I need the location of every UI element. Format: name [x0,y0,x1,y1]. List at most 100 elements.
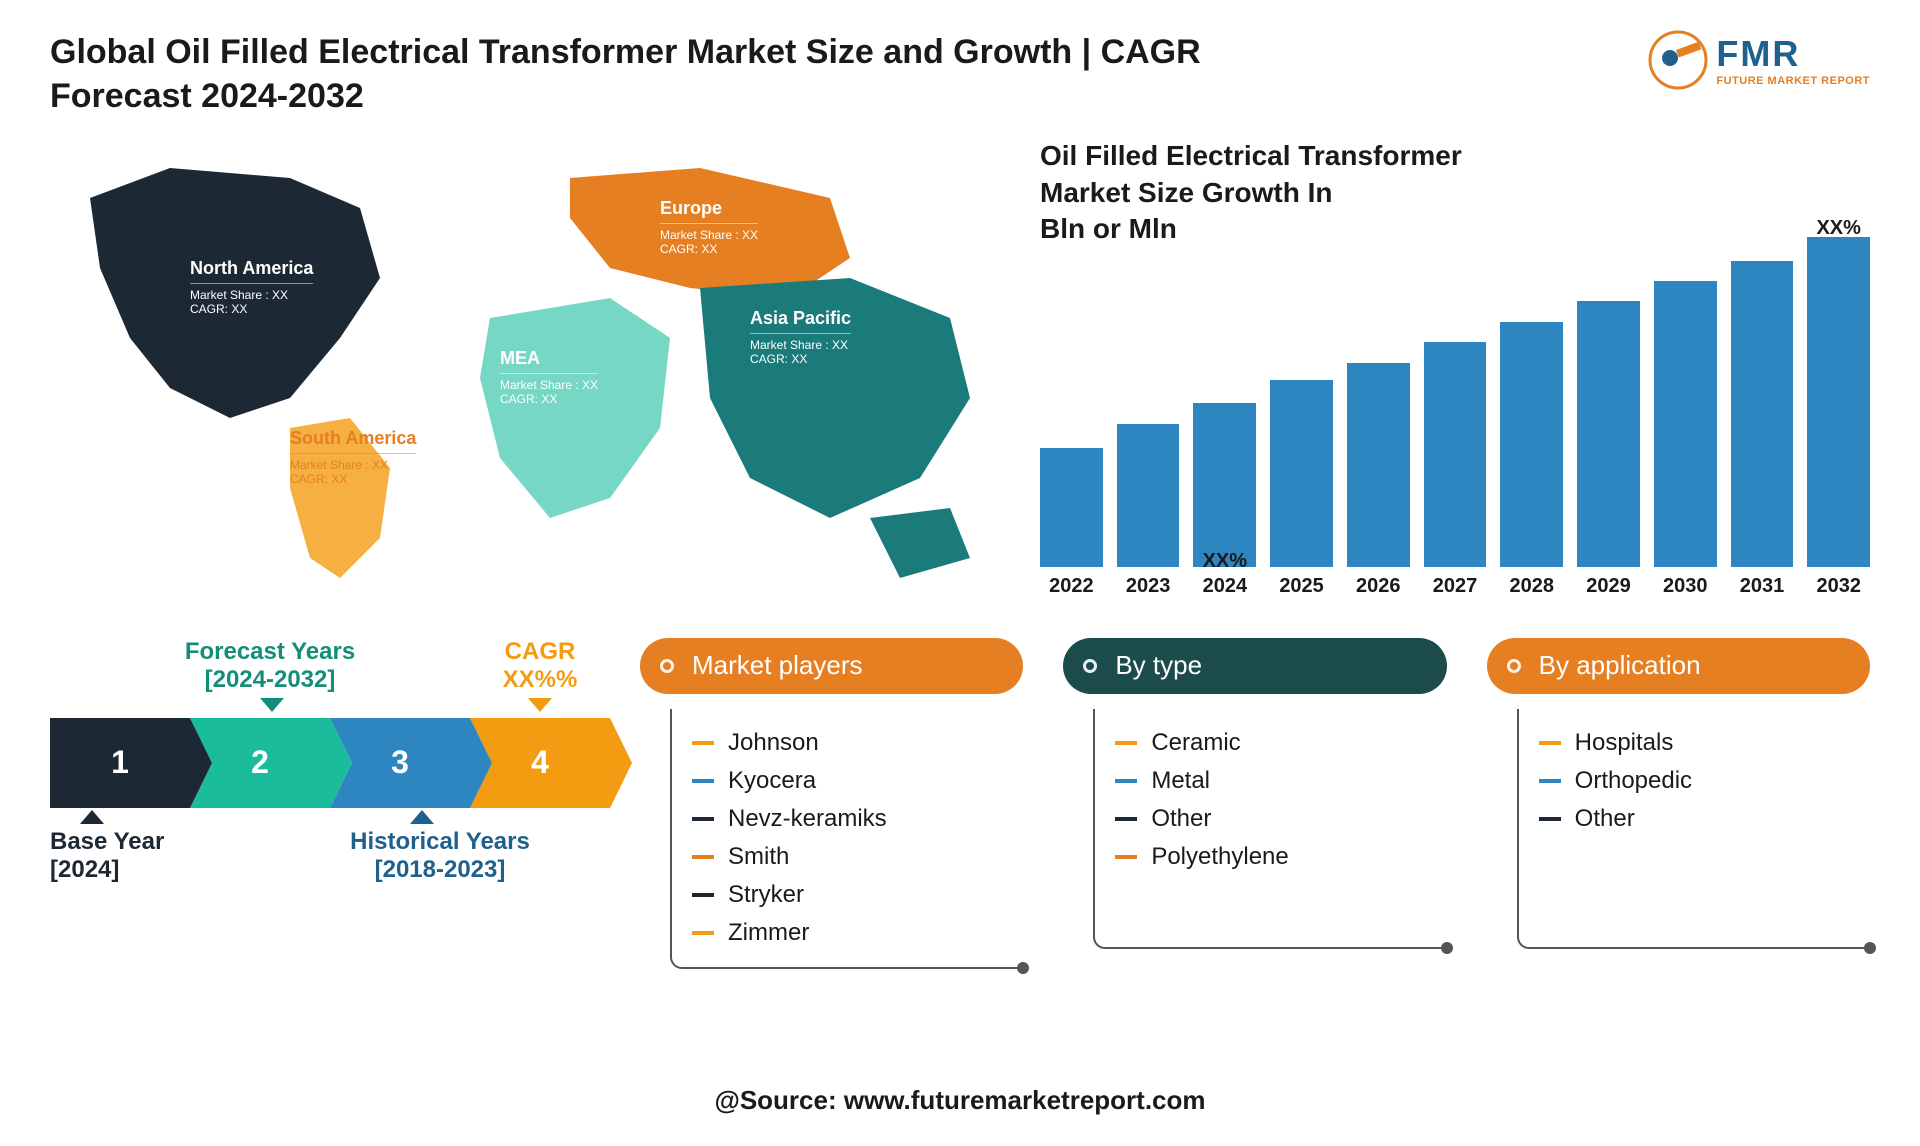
list-item-text: Metal [1151,767,1210,795]
logo-main: FMR [1716,33,1870,75]
bar-year-label: 2024 [1203,575,1248,598]
list-item: Other [1115,805,1436,833]
bar-year-label: 2027 [1433,575,1478,598]
bar [1193,403,1256,566]
info-columns: Market players Johnson Kyocera Nevz-keramik… [640,638,1870,969]
list-item: Metal [1115,767,1436,795]
timeline: Forecast Years [2024-2032] CAGR XX%% 123… [50,638,610,969]
region-europe: Europe Market Share : XXCAGR: XX [660,198,758,256]
column-pill-header: Market players [640,638,1023,694]
source-attribution: @Source: www.futuremarketreport.com [0,1085,1920,1116]
list-item: Stryker [692,881,1013,909]
bar [1347,363,1410,567]
pill-dot-icon [1507,659,1521,673]
bar-col: XX%2024 [1193,403,1256,597]
list-item-text: Other [1151,805,1211,833]
bar-col: 2028 [1500,322,1563,598]
pill-dot-icon [1083,659,1097,673]
bar-col: 2031 [1731,261,1794,598]
list-item: Other [1539,805,1860,833]
info-column: By application Hospitals Orthopedic Other [1487,638,1870,969]
tick-icon [692,741,714,745]
chart-title: Oil Filled Electrical Transformer Market… [1040,138,1870,247]
base-year-label: Base Year [2024] [50,828,210,884]
bar-annotation: XX% [1203,550,1247,573]
list-item-text: Orthopedic [1575,767,1692,795]
region-asia-pacific: Asia Pacific Market Share : XXCAGR: XX [750,308,851,366]
list-item-text: Zimmer [728,919,809,947]
forecast-label: Forecast Years [2024-2032] [180,638,360,694]
list-item-text: Smith [728,843,789,871]
list-item-text: Nevz-keramiks [728,805,887,833]
tick-icon [1539,817,1561,821]
info-column: By type Ceramic Metal Other Polyethylene [1063,638,1446,969]
tick-icon [1539,779,1561,783]
historical-label: Historical Years [2018-2023] [320,828,560,884]
list-box: Johnson Kyocera Nevz-keramiks Smith Stryker Z… [670,709,1023,969]
pill-title: By type [1115,650,1202,681]
bar-chart: Oil Filled Electrical Transformer Market… [1040,138,1870,597]
column-pill-header: By application [1487,638,1870,694]
bar [1807,237,1870,567]
region-mea: MEA Market Share : XXCAGR: XX [500,348,598,406]
world-map: North America Market Share : XXCAGR: XX … [50,138,1010,588]
region-south-america: South America Market Share : XXCAGR: XX [290,428,416,486]
tick-icon [692,817,714,821]
bar-year-label: 2026 [1356,575,1401,598]
list-item-text: Johnson [728,729,819,757]
bar-col: XX%2032 [1807,237,1870,598]
list-item: Kyocera [692,767,1013,795]
list-item-text: Ceramic [1151,729,1240,757]
list-item-text: Polyethylene [1151,843,1288,871]
list-item-text: Kyocera [728,767,816,795]
bar-year-label: 2031 [1740,575,1785,598]
telescope-icon [1648,30,1708,90]
tick-icon [1115,741,1137,745]
bar [1500,322,1563,567]
logo-sub: FUTURE MARKET REPORT [1716,75,1870,87]
bar-year-label: 2022 [1049,575,1094,598]
pill-title: Market players [692,650,863,681]
bar-col: 2025 [1270,380,1333,598]
bar [1424,342,1487,566]
page-title: Global Oil Filled Electrical Transformer… [50,30,1201,118]
pill-dot-icon [660,659,674,673]
tick-icon [692,779,714,783]
tick-icon [692,931,714,935]
bar [1577,301,1640,566]
bar-col: 2027 [1424,342,1487,597]
list-item: Nevz-keramiks [692,805,1013,833]
bar-col: 2029 [1577,301,1640,597]
bar [1040,448,1103,567]
timeline-chevrons: 1234 [50,718,610,808]
bar-year-label: 2032 [1816,575,1861,598]
list-item-text: Hospitals [1575,729,1674,757]
list-item-text: Other [1575,805,1635,833]
info-column: Market players Johnson Kyocera Nevz-keramik… [640,638,1023,969]
timeline-step: 1 [50,718,190,808]
bar [1117,424,1180,567]
tick-icon [1115,779,1137,783]
bar-annotation: XX% [1816,217,1860,240]
bar-col: 2026 [1347,363,1410,598]
list-box: Hospitals Orthopedic Other [1517,709,1870,949]
bar-col: 2022 [1040,448,1103,598]
bar-year-label: 2025 [1279,575,1324,598]
list-item: Ceramic [1115,729,1436,757]
list-item: Smith [692,843,1013,871]
tick-icon [692,893,714,897]
tick-icon [1539,741,1561,745]
bar-year-label: 2029 [1586,575,1631,598]
list-item: Zimmer [692,919,1013,947]
list-item: Hospitals [1539,729,1860,757]
bar-col: 2030 [1654,281,1717,598]
list-item: Johnson [692,729,1013,757]
tick-icon [1115,817,1137,821]
bars-container: 20222023XX%20242025202620272028202920302… [1040,258,1870,598]
list-box: Ceramic Metal Other Polyethylene [1093,709,1446,949]
title-line1: Global Oil Filled Electrical Transformer… [50,33,1201,71]
column-pill-header: By type [1063,638,1446,694]
list-item-text: Stryker [728,881,804,909]
bar [1731,261,1794,567]
title-line2: Forecast 2024-2032 [50,77,364,115]
